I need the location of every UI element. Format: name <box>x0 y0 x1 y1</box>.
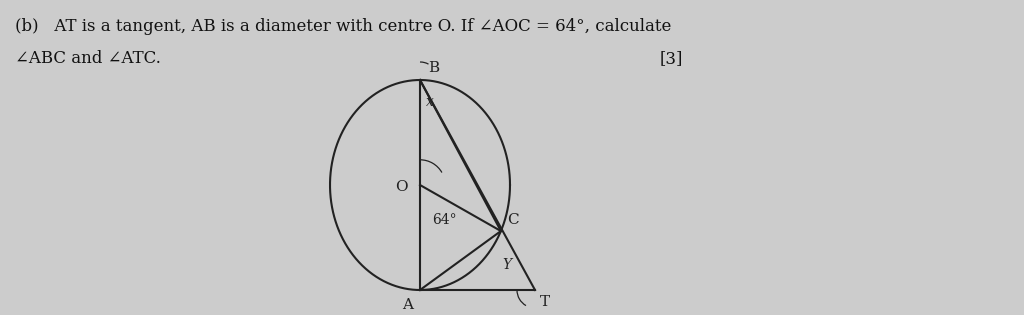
Text: [3]: [3] <box>660 50 683 67</box>
Text: A: A <box>402 298 414 312</box>
Text: (b)   AT is a tangent, AB is a diameter with centre O. If ∠AOC = 64°, calculate: (b) AT is a tangent, AB is a diameter wi… <box>15 18 672 35</box>
Text: 64°: 64° <box>432 213 457 227</box>
Text: T: T <box>540 295 550 309</box>
Text: Y: Y <box>503 258 512 272</box>
Text: O: O <box>395 180 408 194</box>
Text: x: x <box>426 95 434 109</box>
Text: C: C <box>507 213 518 227</box>
Text: ∠ABC and ∠ATC.: ∠ABC and ∠ATC. <box>15 50 161 67</box>
Text: B: B <box>428 61 439 75</box>
